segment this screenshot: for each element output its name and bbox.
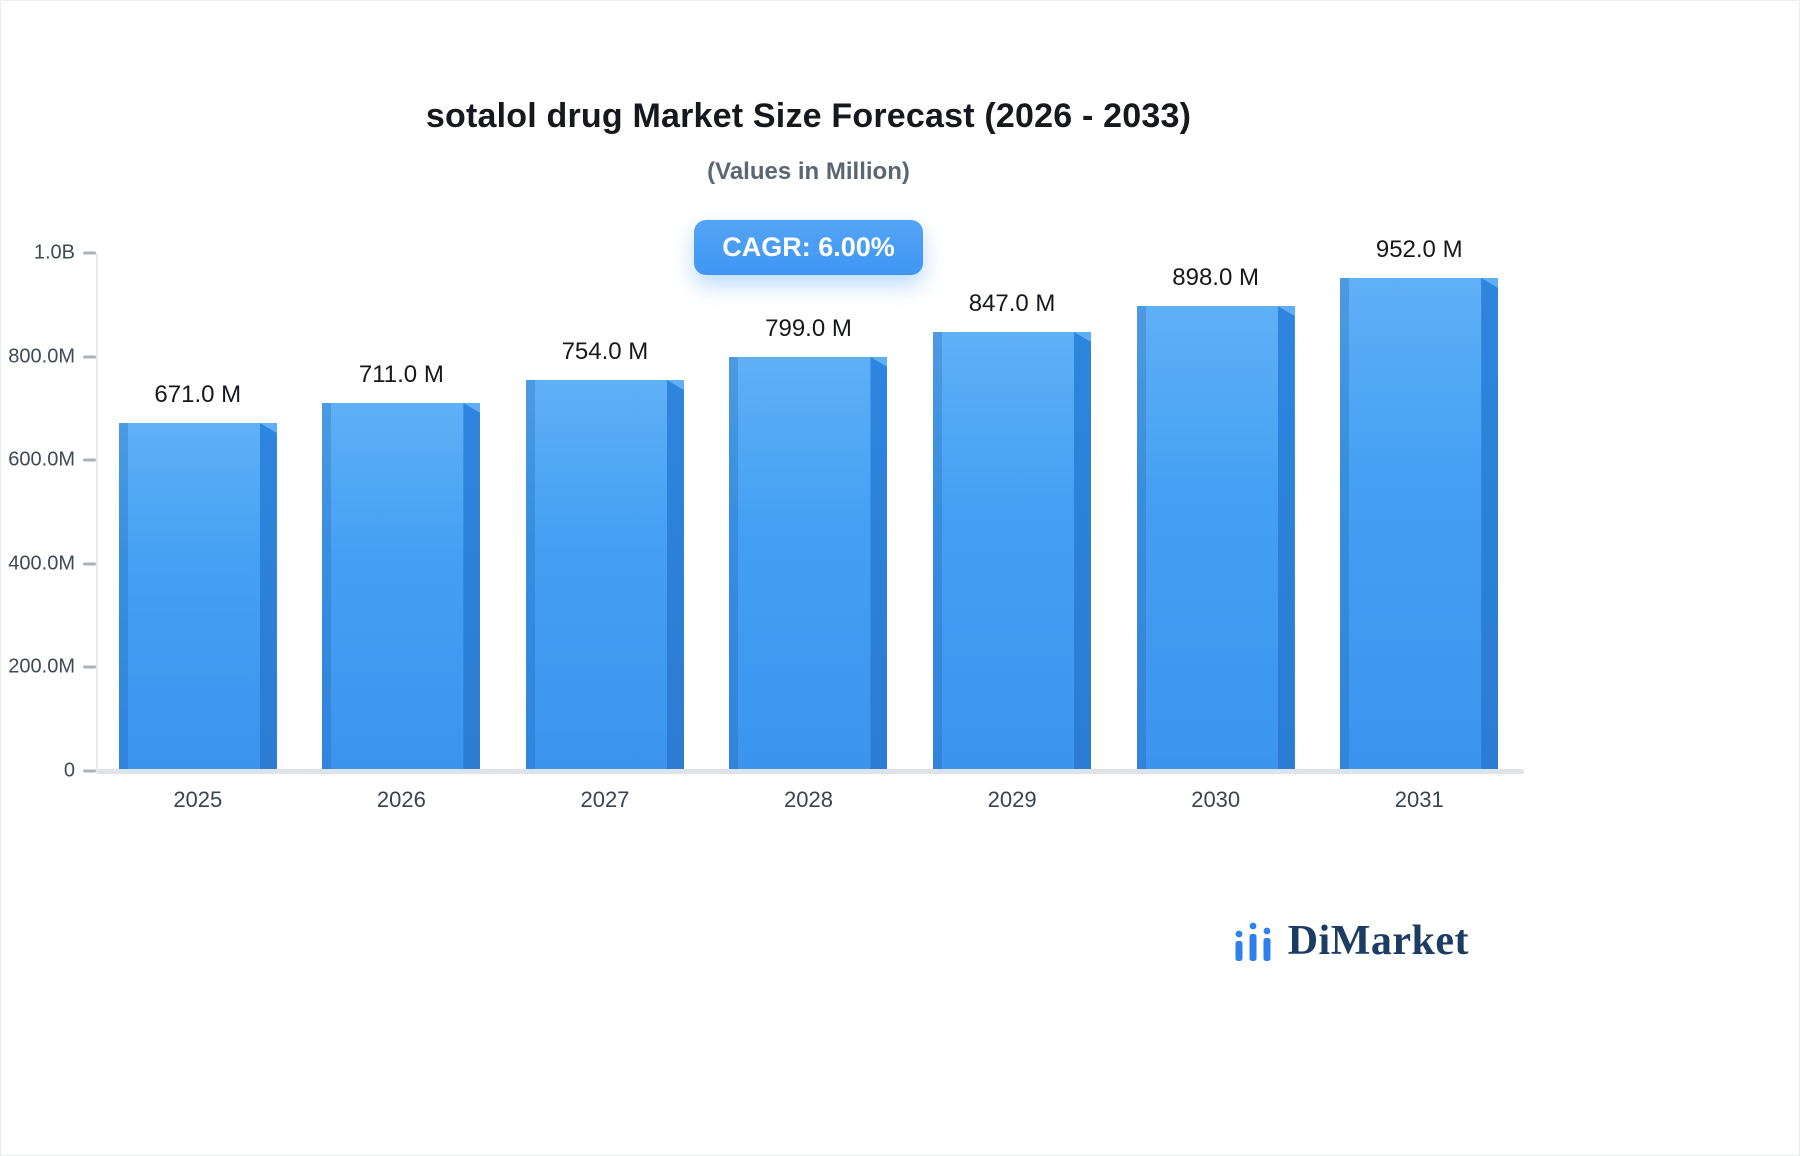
x-axis-label-2029: 2029	[987, 787, 1037, 812]
x-axis-line	[96, 769, 1524, 774]
x-axis-label-2027: 2027	[580, 787, 630, 812]
bar-group-2026: 711.0 M	[300, 253, 504, 771]
bar-2027	[525, 380, 684, 771]
y-axis: 1.0B 800.0M 600.0M 400.0M 200.0M 0	[1, 242, 96, 782]
bar-value-label: 952.0 M	[1375, 236, 1463, 263]
y-tick-label: 0	[63, 759, 75, 782]
y-tick-mark	[83, 665, 96, 669]
x-axis-labels: 2025 2026 2027 2028 2029 2030 2031	[96, 787, 1521, 813]
bar-2031	[1340, 278, 1499, 771]
y-tick: 400.0M	[1, 552, 96, 575]
y-tick-label: 200.0M	[8, 655, 75, 678]
x-axis-label-2030: 2030	[1191, 787, 1241, 812]
y-tick-mark	[83, 251, 96, 255]
x-axis-label-2031: 2031	[1394, 787, 1444, 812]
bar-group-2031: 952.0 M	[1317, 236, 1521, 771]
bar-2025	[118, 423, 277, 771]
bar-group-2025: 671.0 M	[96, 253, 300, 771]
y-tick-label: 800.0M	[8, 345, 75, 368]
y-tick: 1.0B	[1, 242, 96, 265]
bar-2026	[322, 403, 481, 771]
y-tick-mark	[83, 562, 96, 566]
bar-value-label: 847.0 M	[968, 290, 1056, 317]
chart-header: sotalol drug Market Size Forecast (2026 …	[1, 1, 1616, 275]
y-tick-label: 400.0M	[8, 552, 75, 575]
y-tick: 200.0M	[1, 656, 96, 679]
brand-logo: DiMarket	[1230, 917, 1469, 965]
plot-area: 671.0 M 711.0 M 754.0 M 799.0 M 847.0 M 898.0…	[96, 236, 1521, 771]
x-axis-label-2026: 2026	[376, 787, 426, 812]
bar-group-2030: 898.0 M	[1114, 253, 1318, 771]
y-tick-mark	[83, 355, 96, 359]
y-axis-line	[96, 253, 98, 771]
bar-value-label: 799.0 M	[765, 315, 852, 342]
x-axis-label-2025: 2025	[173, 787, 223, 812]
bar-group-2029: 847.0 M	[910, 253, 1114, 771]
brand-name: DiMarket	[1287, 918, 1469, 964]
bar-chart-icon	[1235, 922, 1271, 961]
x-axis-label-2028: 2028	[784, 787, 833, 812]
bar-group-2028: 799.0 M	[707, 253, 911, 771]
bar-2029	[933, 332, 1092, 771]
bar-value-label: 671.0 M	[154, 381, 242, 408]
y-tick-mark	[83, 769, 96, 773]
bar-group-2027: 754.0 M	[503, 253, 707, 771]
chart-title: sotalol drug Market Size Forecast (2026 …	[425, 97, 1192, 135]
y-tick-mark	[83, 458, 96, 462]
bar-2030	[1136, 306, 1295, 771]
y-tick: 600.0M	[1, 449, 96, 472]
y-tick-label: 600.0M	[8, 448, 75, 471]
y-tick-label: 1.0B	[33, 241, 75, 264]
y-tick: 0	[1, 760, 96, 783]
chart-subtitle: (Values in Million)	[707, 158, 910, 185]
bar-2028	[729, 357, 888, 771]
bar-value-label: 898.0 M	[1172, 264, 1259, 291]
bar-value-label: 754.0 M	[561, 338, 649, 365]
y-tick: 800.0M	[1, 345, 96, 368]
cagr-badge: CAGR: 6.00%	[694, 220, 923, 275]
bar-value-label: 711.0 M	[358, 361, 444, 388]
